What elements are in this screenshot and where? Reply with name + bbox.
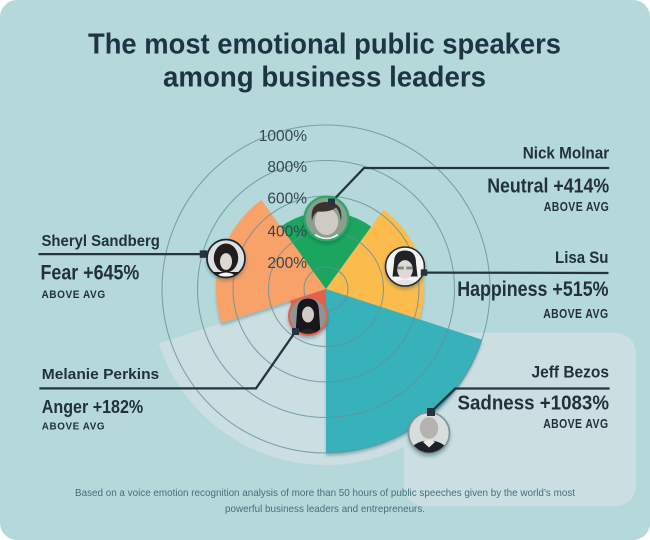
svg-text:ABOVE AVG: ABOVE AVG — [42, 422, 105, 433]
svg-text:600%: 600% — [267, 191, 307, 208]
svg-text:ABOVE AVG: ABOVE AVG — [543, 307, 608, 321]
svg-text:ABOVE AVG: ABOVE AVG — [42, 289, 106, 301]
svg-text:Sadness +1083%: Sadness +1083% — [458, 393, 610, 415]
svg-text:Sheryl Sandberg: Sheryl Sandberg — [42, 233, 160, 250]
svg-text:ABOVE AVG: ABOVE AVG — [543, 417, 608, 431]
svg-text:The most emotional public spea: The most emotional public speakers — [88, 29, 561, 61]
svg-text:Lisa Su: Lisa Su — [555, 249, 609, 267]
svg-text:400%: 400% — [267, 224, 307, 241]
svg-text:Fear +645%: Fear +645% — [41, 261, 140, 285]
svg-text:200%: 200% — [267, 255, 307, 272]
svg-text:800%: 800% — [267, 159, 307, 176]
svg-text:ABOVE AVG: ABOVE AVG — [544, 200, 609, 214]
svg-text:Jeff Bezos: Jeff Bezos — [532, 364, 610, 382]
svg-text:among business leaders: among business leaders — [163, 62, 486, 94]
svg-text:Anger +182%: Anger +182% — [42, 397, 143, 417]
svg-text:1000%: 1000% — [259, 128, 307, 145]
svg-text:Happiness +515%: Happiness +515% — [457, 277, 608, 301]
svg-text:Neutral +414%: Neutral +414% — [487, 175, 609, 198]
svg-text:Melanie Perkins: Melanie Perkins — [42, 367, 159, 383]
svg-text:Based on a voice emotion recog: Based on a voice emotion recognition ana… — [75, 487, 575, 499]
svg-text:powerful business leaders and: powerful business leaders and entreprene… — [225, 503, 425, 515]
svg-text:Nick Molnar: Nick Molnar — [523, 145, 610, 163]
